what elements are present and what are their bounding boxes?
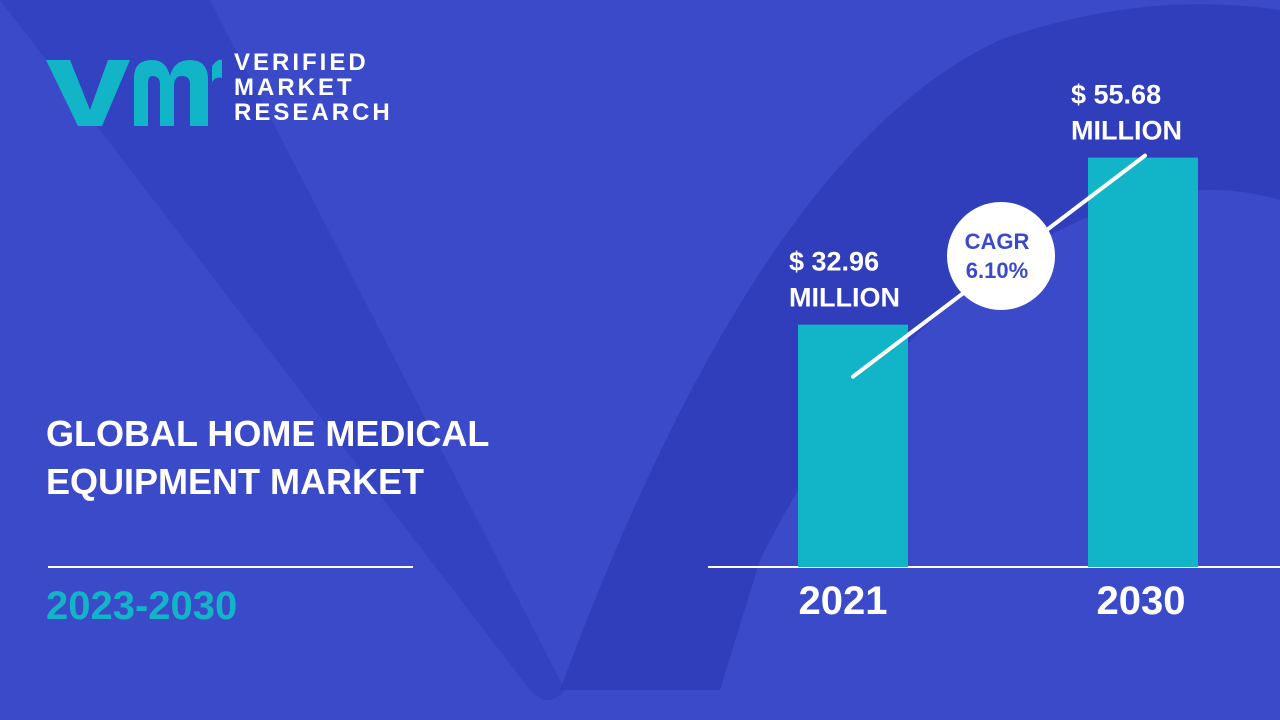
bar-value-label-2021-line-2: MILLION: [789, 283, 900, 313]
background-v-shape: [0, 0, 565, 700]
brand-line-2: MARKET: [234, 74, 355, 101]
x-tick-label-2021: 2021: [799, 579, 888, 623]
brand-line-1: VERIFIED: [234, 49, 369, 76]
x-tick-label-2030: 2030: [1097, 579, 1186, 623]
cagr-label-line-1: CAGR: [965, 229, 1030, 254]
report-title-line-1: GLOBAL HOME MEDICAL: [46, 413, 490, 454]
report-title: GLOBAL HOME MEDICAL EQUIPMENT MARKET: [46, 410, 606, 506]
cagr-badge: [947, 202, 1055, 310]
bar-value-label-2030-line-2: MILLION: [1071, 116, 1182, 146]
bar-value-label-2030-line-1: $ 55.68: [1071, 80, 1161, 110]
vmr-logo-icon: [46, 59, 222, 126]
brand-logo: VERIFIED MARKET RESEARCH: [42, 48, 402, 134]
title-divider: [48, 566, 413, 568]
bar-2030: [1088, 157, 1198, 567]
bar-value-label-2021-line-1: $ 32.96: [789, 247, 879, 277]
bar-2021: [798, 324, 908, 567]
forecast-period: 2023-2030: [46, 584, 238, 628]
brand-line-3: RESEARCH: [234, 99, 393, 126]
brand-name: VERIFIED MARKET RESEARCH: [234, 50, 393, 125]
report-title-line-2: EQUIPMENT MARKET: [46, 461, 424, 502]
cagr-label-line-2: 6.10%: [966, 258, 1028, 283]
